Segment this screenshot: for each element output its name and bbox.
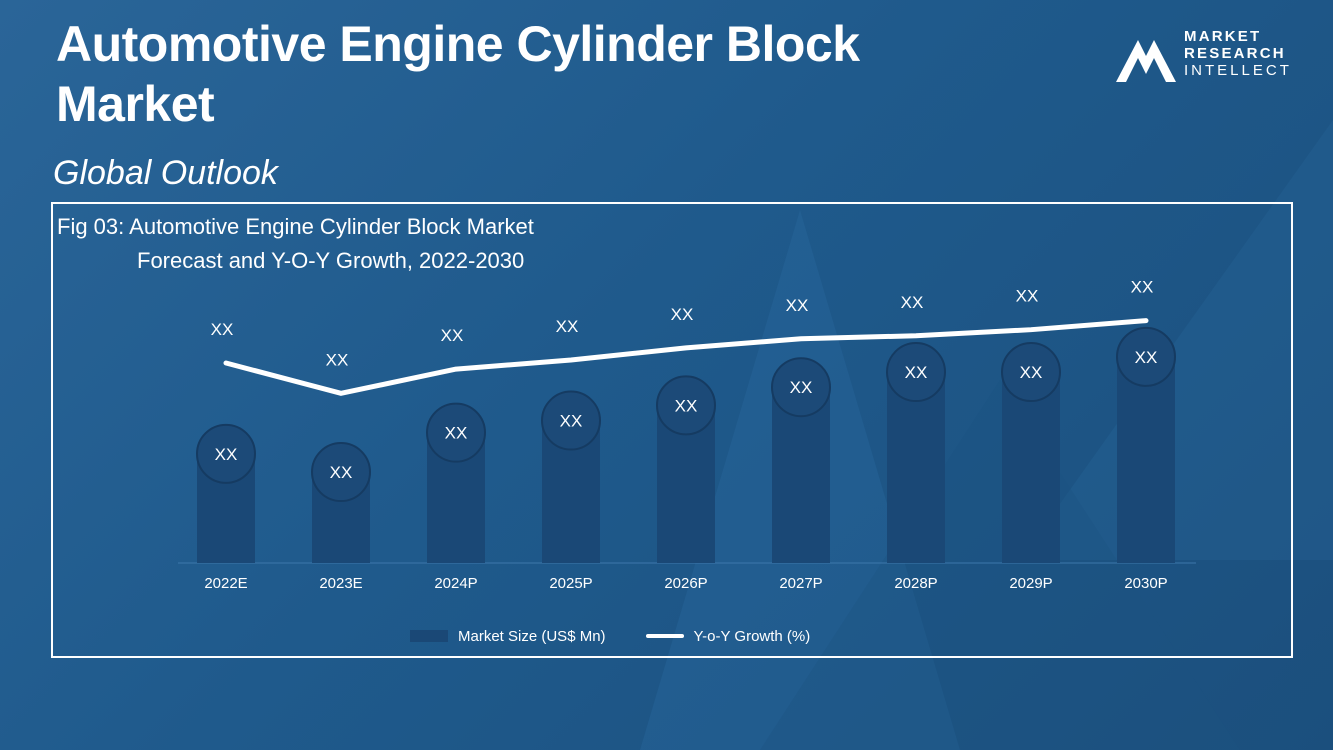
growth-series-line [223, 318, 1149, 396]
x-tick-label: 2025P [549, 575, 592, 592]
logo-text-line-2: RESEARCH [1184, 45, 1286, 62]
page-subtitle: Global Outlook [53, 154, 278, 192]
bar-data-label: XX [1135, 348, 1158, 367]
x-tick-label: 2024P [434, 575, 477, 592]
legend-label-yoy-growth: Y-o-Y Growth (%) [693, 627, 811, 645]
x-tick-label: 2027P [779, 575, 822, 592]
bar-value-bubble [1001, 342, 1061, 403]
logo-text-line-1: MARKET [1184, 28, 1262, 45]
line-data-label: XX [211, 320, 234, 339]
bar-value-bubble [426, 402, 486, 463]
bar-data-label: XX [675, 396, 698, 415]
bar-value-bubble [656, 375, 716, 436]
x-tick-label: 2028P [894, 575, 937, 592]
bar-data-label: XX [905, 363, 928, 382]
figure-title-line-2: Forecast and Y-O-Y Growth, 2022-2030 [137, 248, 525, 273]
legend-item-market-size: Market Size (US$ Mn) [410, 628, 606, 645]
chart-legend: Market Size (US$ Mn) Y-o-Y Growth (%) [410, 625, 850, 647]
bar-data-label: XX [790, 378, 813, 397]
figure-title: Fig 03: Automotive Engine Cylinder Block… [57, 210, 534, 278]
page-title-line-2: Market [56, 76, 215, 132]
bar-value-bubble [1116, 326, 1176, 387]
line-data-label: XX [326, 350, 349, 369]
line-data-label: XX [1016, 287, 1039, 306]
legend-bar-swatch [410, 630, 448, 642]
bar-data-label: XX [1020, 363, 1043, 382]
brand-logo: MARKET RESEARCH INTELLECT [1116, 28, 1306, 84]
legend-item-yoy-growth: Y-o-Y Growth (%) [645, 627, 811, 645]
x-tick-label: 2030P [1124, 575, 1167, 592]
x-tick-label: 2023E [319, 575, 362, 592]
bar-data-label: XX [560, 412, 583, 431]
x-tick-label: 2029P [1009, 575, 1052, 592]
bar-value-bubble [311, 442, 371, 503]
line-data-label: XX [671, 305, 694, 324]
legend-label-market-size: Market Size (US$ Mn) [458, 627, 606, 645]
bar-value-bubble [541, 390, 601, 451]
bar-value-bubble [196, 423, 256, 484]
line-data-label: XX [441, 326, 464, 345]
line-data-label: XX [1131, 278, 1154, 297]
x-tick-label: 2026P [664, 575, 707, 592]
page-title-line-1: Automotive Engine Cylinder Block [56, 16, 860, 72]
logo-text-line-3: INTELLECT [1184, 62, 1292, 79]
chart-frame [51, 202, 1293, 658]
bar-value-bubble [771, 357, 831, 418]
bar-value-bubble [886, 342, 946, 403]
legend-line-swatch [645, 634, 684, 638]
line-data-label: XX [556, 317, 579, 336]
bar-data-label: XX [330, 463, 353, 482]
page-title: Automotive Engine Cylinder Block Market [56, 14, 1016, 134]
bar-data-label: XX [215, 445, 238, 464]
x-tick-label: 2022E [204, 575, 247, 592]
bar-data-label: XX [445, 424, 468, 443]
line-data-label: XX [901, 293, 924, 312]
figure-title-line-1: Fig 03: Automotive Engine Cylinder Block… [57, 214, 534, 239]
line-data-label: XX [786, 296, 809, 315]
logo-mountain-icon [1116, 40, 1176, 82]
